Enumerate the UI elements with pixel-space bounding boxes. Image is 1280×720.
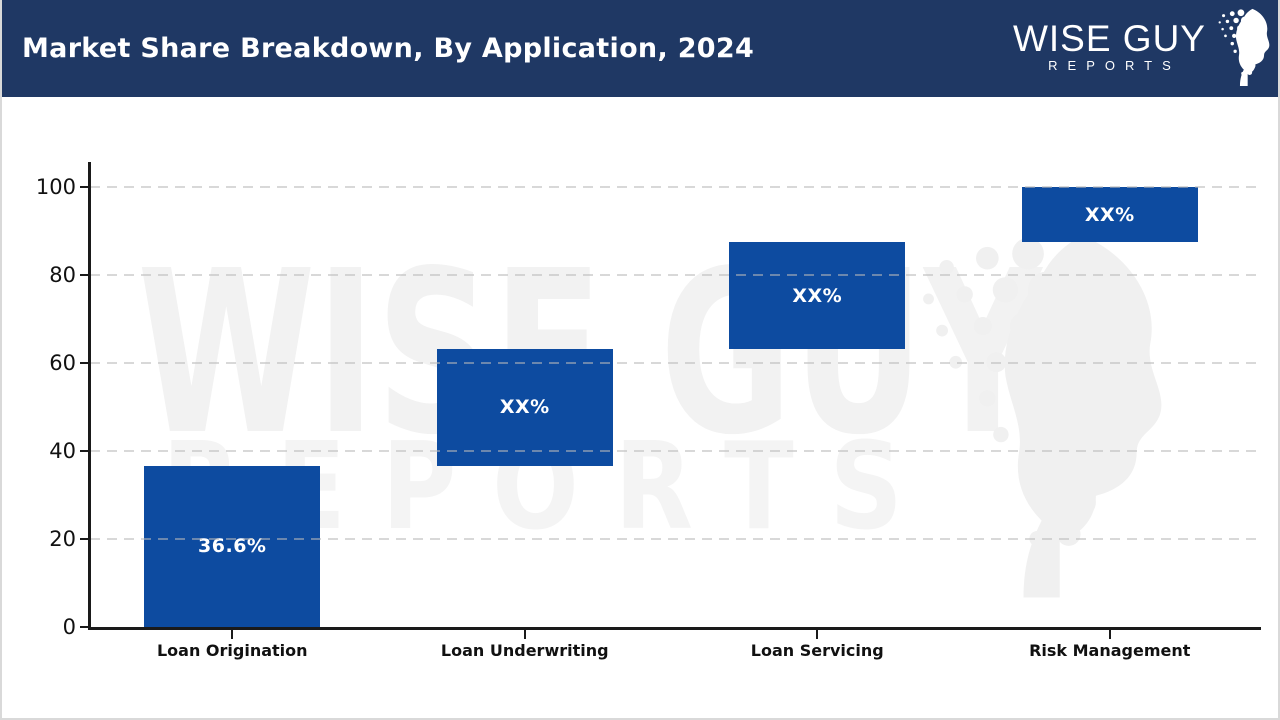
category-label-2: Loan Underwriting [440, 641, 609, 660]
header-band: Market Share Breakdown, By Application, … [2, 0, 1278, 97]
y-tick-80 [80, 274, 89, 276]
y-axis [88, 162, 91, 630]
y-tick-20 [80, 538, 89, 540]
bar-value-label: 36.6% [198, 535, 267, 558]
bar-value-label: XX% [1084, 203, 1135, 226]
x-tick-2 [523, 630, 526, 639]
bar-segment-1: 36.6% [144, 465, 321, 627]
wise-guy-reports-logo: WISE GUY REPORTS [1013, 6, 1270, 87]
gridline-40 [90, 450, 1260, 452]
category-label-3: Loan Servicing [750, 641, 884, 660]
bar-segment-3: XX% [729, 242, 906, 349]
bar-value-label: XX% [499, 396, 550, 419]
y-tick-100 [80, 186, 89, 188]
bar-segment-2: XX% [436, 348, 613, 466]
logo-head-dots-icon [1218, 8, 1270, 87]
watermark-head-dots-icon [923, 235, 1162, 598]
gridline-100 [90, 186, 1260, 188]
x-tick-4 [1108, 630, 1111, 639]
gridline-60 [90, 362, 1260, 364]
y-tick-label-80: 80 [49, 263, 76, 287]
x-axis [88, 627, 1261, 630]
x-tick-3 [816, 630, 819, 639]
page-title: Market Share Breakdown, By Application, … [22, 33, 755, 64]
y-tick-40 [80, 450, 89, 452]
logo-reports-text: REPORTS [1048, 58, 1181, 74]
gridline-20 [90, 538, 1260, 540]
x-tick-1 [231, 630, 234, 639]
bar-value-label: XX% [792, 284, 843, 307]
logo-wiseguy-text: WISE GUY [1012, 17, 1206, 59]
bar-segment-4: XX% [1021, 187, 1198, 243]
category-label-1: Loan Origination [156, 641, 308, 660]
y-tick-0 [80, 626, 89, 628]
y-tick-label-0: 0 [62, 615, 76, 639]
gridline-80 [90, 274, 1260, 276]
category-label-4: Risk Management [1029, 641, 1191, 660]
y-tick-label-20: 20 [49, 527, 76, 551]
y-tick-label-100: 100 [35, 175, 76, 199]
y-tick-60 [80, 362, 89, 364]
logo-text: WISE GUY REPORTS [1012, 17, 1206, 74]
y-tick-label-60: 60 [49, 351, 76, 375]
y-tick-label-40: 40 [49, 439, 76, 463]
